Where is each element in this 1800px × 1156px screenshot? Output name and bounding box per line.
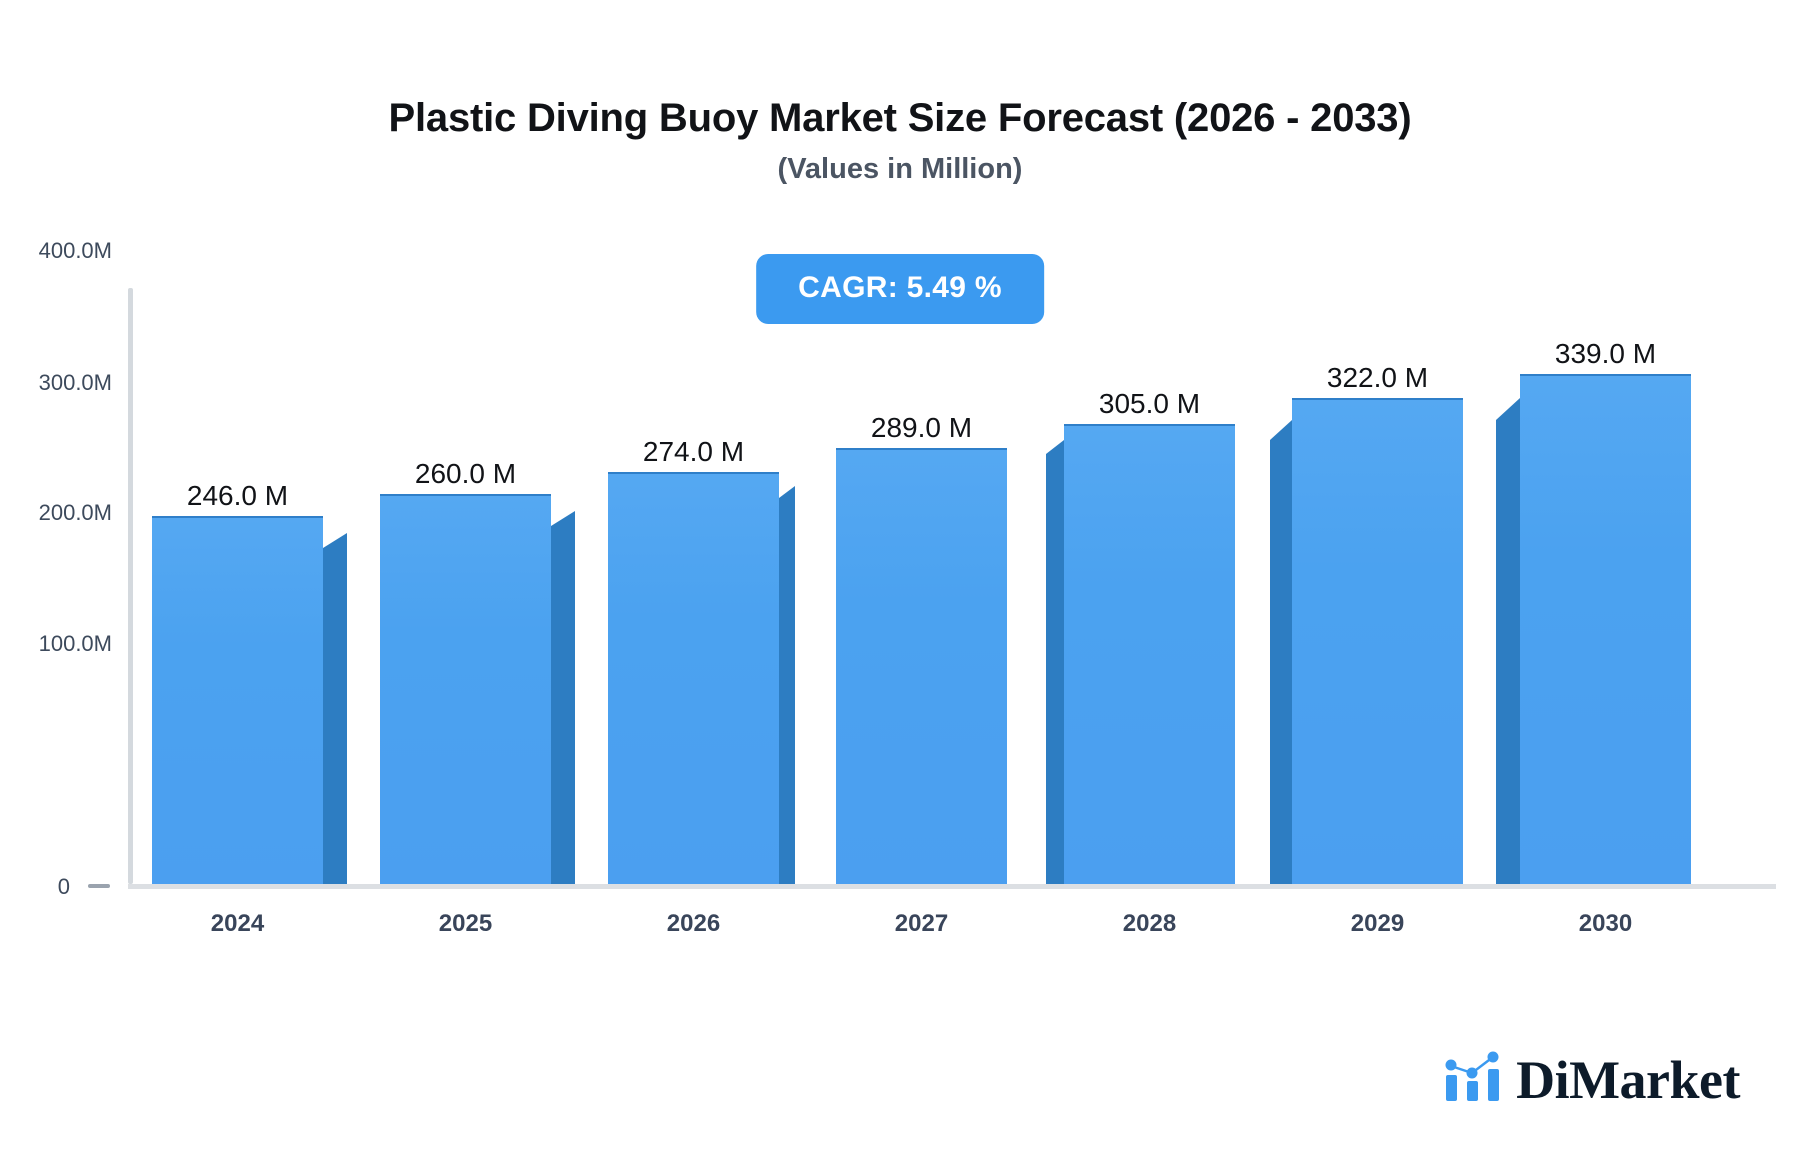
chart-header: Plastic Diving Buoy Market Size Forecast… (0, 96, 1800, 186)
bar-side-face (1270, 420, 1292, 884)
x-category-label-2025: 2025 (438, 910, 493, 937)
bar-front-face (1064, 424, 1235, 884)
bar-2027[interactable]: 289.0 M (836, 412, 1007, 884)
y-tick-label-400: 400.0M (38, 238, 112, 263)
chart-subtitle: (Values in Million) (777, 153, 1023, 185)
cagr-badge: CAGR: 5.49 % (756, 254, 1044, 324)
logo-wordmark: DiMarket (1516, 1049, 1740, 1110)
bar-2029[interactable]: 322.0 M (1270, 362, 1463, 884)
bar-side-face (779, 486, 795, 884)
y-axis-zero-tick (88, 884, 110, 888)
bar-front-face (1292, 398, 1463, 884)
x-category-label-2026: 2026 (666, 910, 721, 937)
bar-2026[interactable]: 274.0 M (608, 436, 795, 884)
bar-value-label: 339.0 M (1554, 338, 1657, 369)
y-tick-label-100: 100.0M (38, 631, 112, 656)
bar-side-face (1496, 398, 1520, 884)
x-axis-baseline (128, 884, 1776, 889)
bar-side-face (1046, 440, 1064, 884)
bar-value-label: 260.0 M (414, 458, 517, 489)
bar-value-label: 246.0 M (186, 480, 289, 511)
y-tick-label-200: 200.0M (38, 500, 112, 525)
bar-2025[interactable]: 260.0 M (380, 458, 575, 884)
page-title: Plastic Diving Buoy Market Size Forecast… (388, 96, 1412, 140)
bar-value-label: 322.0 M (1326, 362, 1429, 393)
bar-2024[interactable]: 246.0 M (152, 480, 347, 884)
y-tick-label-300: 300.0M (38, 370, 112, 395)
bar-value-label: 289.0 M (870, 412, 973, 443)
x-category-label-2030: 2030 (1578, 910, 1633, 937)
bar-front-face (380, 494, 551, 884)
bar-front-face (608, 472, 779, 884)
y-axis-line (128, 288, 133, 884)
x-category-label-2029: 2029 (1350, 910, 1405, 937)
bar-side-face (551, 511, 575, 884)
bar-front-face (836, 448, 1007, 884)
x-category-label-2024: 2024 (210, 910, 265, 937)
bar-2028[interactable]: 305.0 M (1046, 388, 1235, 884)
bar-front-face (152, 516, 323, 884)
y-tick-label-0: 0 (57, 874, 70, 899)
bar-front-face (1520, 374, 1691, 884)
x-category-label-2028: 2028 (1122, 910, 1177, 937)
x-category-label-2027: 2027 (894, 910, 949, 937)
bar-value-label: 305.0 M (1098, 388, 1201, 419)
bar-value-label: 274.0 M (642, 436, 745, 467)
bar-side-face (323, 533, 347, 884)
bar-2030[interactable]: 339.0 M (1496, 338, 1691, 884)
bar-chart-icon (1444, 1051, 1502, 1108)
brand-logo: DiMarket (1444, 1051, 1740, 1108)
